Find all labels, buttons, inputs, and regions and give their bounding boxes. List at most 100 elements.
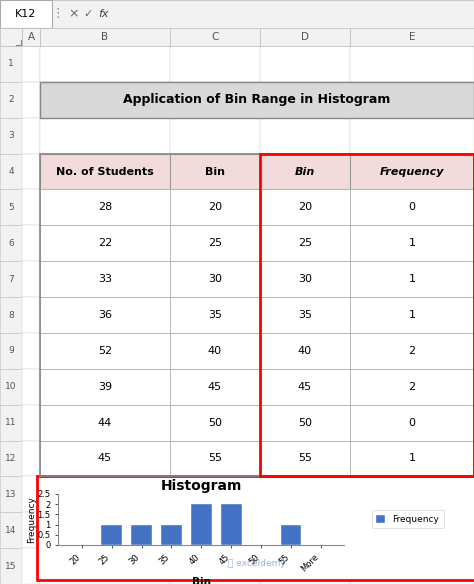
Bar (40, 28, 170, 46)
Text: 20: 20 (208, 203, 222, 213)
Text: 1: 1 (409, 453, 416, 464)
Bar (0, 297, 22, 333)
Text: 5: 5 (8, 203, 14, 212)
Bar (170, 477, 260, 512)
Title: Histogram: Histogram (161, 479, 242, 493)
Bar (170, 261, 260, 297)
Bar (40, 189, 170, 225)
Text: 0: 0 (409, 203, 416, 213)
Bar (170, 512, 260, 548)
Bar (22, 46, 40, 82)
Bar (350, 82, 474, 118)
Bar (260, 46, 350, 82)
Text: 6: 6 (8, 239, 14, 248)
Bar (161, 524, 182, 545)
Bar (260, 261, 350, 297)
Text: E: E (409, 32, 415, 42)
Bar (350, 154, 474, 189)
Bar (170, 440, 260, 477)
Bar (350, 261, 474, 297)
Text: 45: 45 (98, 453, 112, 464)
Bar (350, 440, 474, 477)
Text: 9: 9 (8, 346, 14, 356)
Text: 35: 35 (208, 310, 222, 320)
Bar (170, 405, 260, 440)
Text: 4: 4 (8, 167, 14, 176)
Bar (260, 333, 350, 369)
Text: 44: 44 (98, 418, 112, 427)
Bar (170, 189, 260, 225)
Bar (0, 82, 22, 118)
Bar (22, 369, 40, 405)
Bar (260, 440, 350, 477)
Bar (170, 333, 260, 369)
Text: 40: 40 (208, 346, 222, 356)
Bar (0, 440, 22, 477)
Bar (40, 82, 170, 118)
Bar (260, 225, 350, 261)
Bar (0, 46, 22, 82)
Bar (40, 369, 170, 405)
Bar (260, 297, 350, 333)
Bar (170, 225, 260, 261)
Bar (0, 261, 22, 297)
Bar (350, 369, 474, 405)
Text: 55: 55 (298, 453, 312, 464)
Text: C: C (211, 32, 219, 42)
Bar (260, 369, 350, 405)
Bar (170, 369, 260, 405)
Bar (22, 477, 40, 512)
Bar (350, 333, 474, 369)
Bar (260, 440, 350, 477)
Text: fx: fx (99, 9, 109, 19)
Text: K12: K12 (15, 9, 36, 19)
Bar (260, 82, 350, 118)
Bar (22, 189, 40, 225)
Bar (260, 225, 350, 261)
Bar (260, 189, 350, 225)
Bar (22, 28, 40, 46)
Bar (350, 297, 474, 333)
Bar (260, 405, 350, 440)
Bar (350, 189, 474, 225)
Text: Bin: Bin (295, 166, 315, 176)
Bar (0, 154, 22, 189)
Bar (0, 512, 22, 548)
Text: 22: 22 (98, 238, 112, 248)
Bar (22, 440, 40, 477)
Bar (191, 504, 212, 545)
Text: 25: 25 (298, 238, 312, 248)
Bar (0, 28, 22, 46)
Bar (37, 477, 474, 580)
Bar (0, 477, 22, 512)
Text: 14: 14 (5, 526, 17, 535)
Text: Frequency: Frequency (380, 166, 444, 176)
Text: ×: × (69, 8, 79, 20)
Y-axis label: Frequency: Frequency (27, 496, 36, 543)
Bar (22, 82, 40, 118)
Bar (40, 154, 170, 189)
Bar (350, 405, 474, 440)
Text: 11: 11 (5, 418, 17, 427)
Text: 39: 39 (98, 382, 112, 392)
Text: 28: 28 (98, 203, 112, 213)
Bar (0, 369, 22, 405)
Bar (40, 297, 170, 333)
Bar (260, 154, 350, 189)
Bar (40, 477, 170, 512)
Bar (22, 118, 40, 154)
Text: 52: 52 (98, 346, 112, 356)
Bar (40, 189, 170, 225)
Bar (350, 512, 474, 548)
Text: 2: 2 (409, 346, 416, 356)
Bar (0, 28, 474, 46)
Text: 1: 1 (409, 274, 416, 284)
Bar (131, 524, 152, 545)
Text: B: B (101, 32, 109, 42)
Bar (40, 369, 170, 405)
Bar (350, 477, 474, 512)
Bar (101, 524, 122, 545)
Text: 2: 2 (409, 382, 416, 392)
Bar (0, 405, 22, 440)
Bar (22, 225, 40, 261)
